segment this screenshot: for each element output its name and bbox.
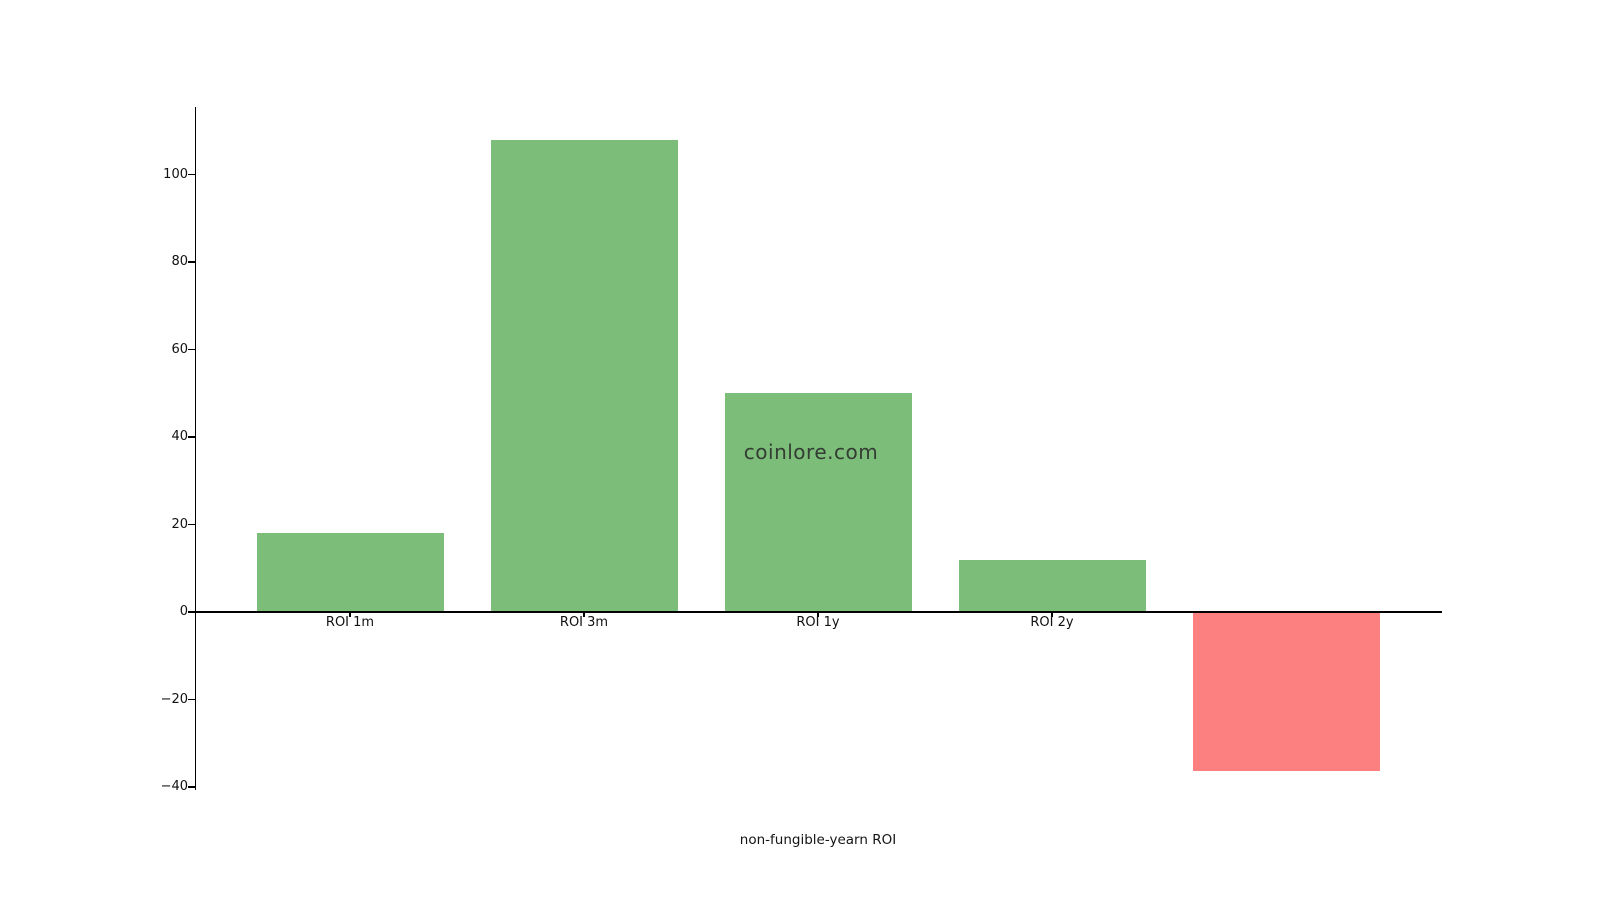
y-tick-mark [188, 173, 195, 176]
y-tick-mark [188, 698, 195, 701]
x-tick-label-roi-1y: ROI 1y [796, 615, 840, 630]
x-tick-label-roi-2y: ROI 2y [1030, 615, 1074, 630]
y-tick-label: 20 [171, 516, 188, 532]
y-tick-label: 0 [179, 604, 188, 619]
x-tick-mark [349, 612, 351, 617]
y-tick-label: −20 [160, 691, 188, 707]
y-tick-mark [188, 611, 195, 613]
watermark-text: coinlore.com [743, 440, 879, 464]
bar-roi-2y [958, 559, 1146, 612]
y-tick-mark [188, 523, 195, 526]
y-tick-label: 80 [171, 254, 188, 269]
bar-roi-3m [490, 139, 678, 612]
x-axis-zero-line [195, 611, 1442, 613]
x-tick-mark [583, 612, 585, 617]
y-tick-mark [188, 436, 195, 438]
bar-roi-1m [256, 533, 444, 612]
x-axis-title: non-fungible-yearn ROI [739, 832, 897, 848]
y-tick-label: 100 [163, 166, 188, 182]
x-tick-label-roi-3m: ROI 3m [559, 615, 609, 630]
y-tick-mark [188, 261, 195, 263]
bar-series-5 [1192, 613, 1380, 771]
x-tick-mark [1051, 612, 1053, 617]
y-tick-mark [188, 786, 195, 788]
y-axis-line [194, 107, 197, 790]
x-tick-label-roi-1m: ROI 1m [325, 615, 375, 630]
bar-roi-1y [724, 393, 912, 612]
y-tick-label: 40 [171, 429, 188, 444]
x-tick-mark [817, 612, 819, 617]
y-tick-mark [188, 348, 195, 351]
y-tick-label: −40 [160, 779, 188, 794]
y-tick-label: 60 [171, 341, 188, 357]
